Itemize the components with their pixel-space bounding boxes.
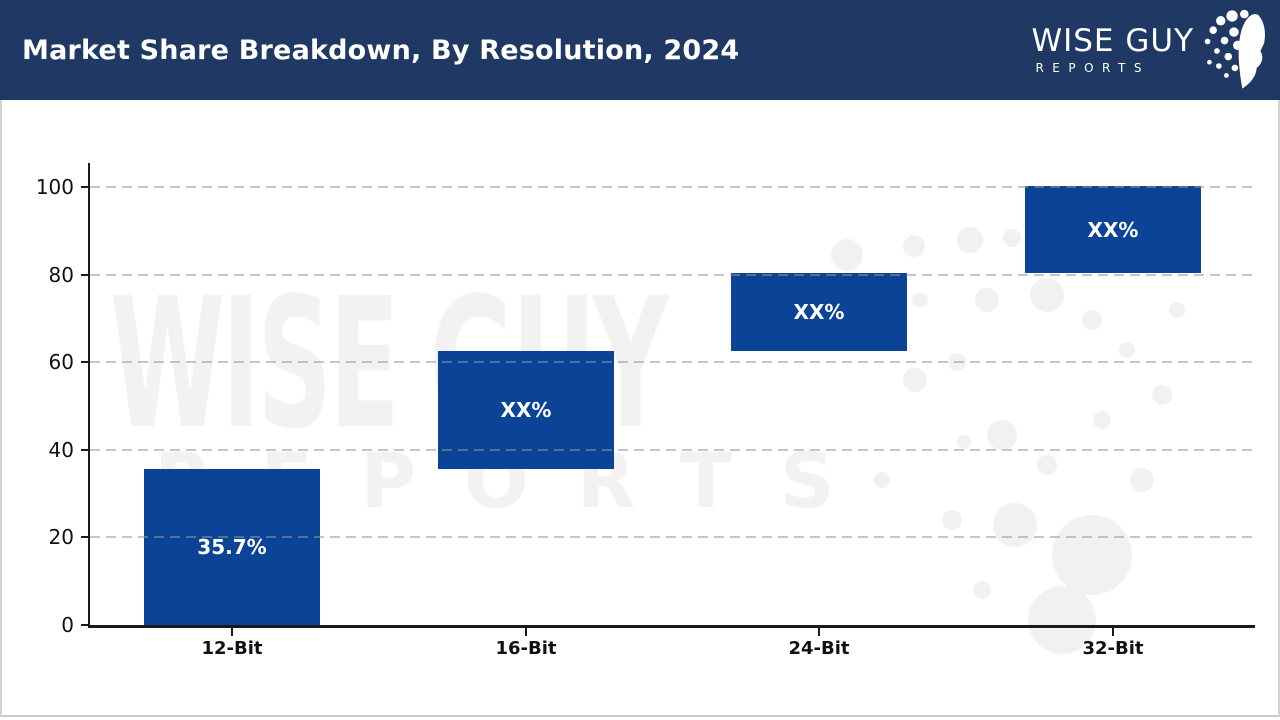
bar-value-label: XX% <box>793 300 845 324</box>
y-tick <box>81 186 88 188</box>
bar-value-label: 35.7% <box>197 535 267 559</box>
header-bar: Market Share Breakdown, By Resolution, 2… <box>0 0 1280 100</box>
gridline-80 <box>90 274 1257 276</box>
x-axis-line <box>88 625 1255 628</box>
y-tick <box>81 624 88 626</box>
brand-face-icon <box>1204 9 1265 89</box>
bar-24-bit: XX% <box>731 273 907 351</box>
bar-16-bit: XX% <box>438 351 614 469</box>
bar-12-bit: 35.7% <box>144 469 320 625</box>
gridline-100 <box>90 186 1257 188</box>
y-tick <box>81 274 88 276</box>
gridline-60 <box>90 361 1257 363</box>
brand-logo: WISE GUY REPORTS <box>1031 8 1266 92</box>
y-tick <box>81 449 88 451</box>
chart-card: WISE GUY REPORTS 35.7% XX% XX% XX% <box>0 100 1280 717</box>
y-tick-label-40: 40 <box>48 438 74 462</box>
y-tick-label-0: 0 <box>61 613 74 637</box>
bar-value-label: XX% <box>1087 217 1139 242</box>
x-tick-label-24-bit: 24-Bit <box>788 638 850 659</box>
brand-name: WISE GUY <box>1031 23 1194 59</box>
y-tick <box>81 536 88 538</box>
bar-value-label: XX% <box>500 398 552 422</box>
y-tick-label-60: 60 <box>48 350 74 374</box>
x-tick <box>525 628 527 636</box>
x-tick <box>1112 628 1114 636</box>
y-tick-label-20: 20 <box>48 525 74 549</box>
page-title: Market Share Breakdown, By Resolution, 2… <box>22 34 740 66</box>
y-tick-label-80: 80 <box>48 263 74 287</box>
y-axis-line <box>88 163 90 627</box>
x-tick <box>231 628 233 636</box>
gridline-20 <box>90 536 1257 538</box>
y-tick-label-100: 100 <box>35 175 74 199</box>
x-tick-label-16-bit: 16-Bit <box>495 638 557 659</box>
bar-32-bit: XX% <box>1025 186 1201 273</box>
gridline-40 <box>90 449 1257 451</box>
x-tick <box>818 628 820 636</box>
x-tick-label-32-bit: 32-Bit <box>1082 638 1144 659</box>
x-tick-label-12-bit: 12-Bit <box>201 638 263 659</box>
y-tick <box>81 361 88 363</box>
brand-logo-text: WISE GUY REPORTS <box>1031 23 1194 75</box>
brand-subtitle: REPORTS <box>1035 61 1150 75</box>
